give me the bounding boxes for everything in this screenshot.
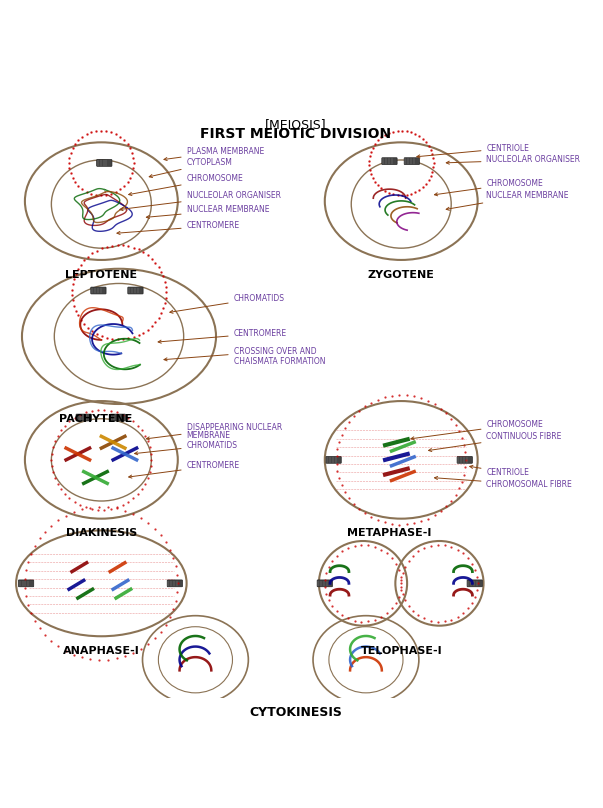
- Text: ANAPHASE-I: ANAPHASE-I: [63, 646, 140, 656]
- FancyBboxPatch shape: [96, 159, 112, 166]
- Text: CYTOKINESIS: CYTOKINESIS: [249, 706, 342, 719]
- FancyBboxPatch shape: [382, 158, 397, 165]
- Text: NUCLEOLAR ORGANISER: NUCLEOLAR ORGANISER: [120, 191, 280, 211]
- Text: CENTROMERE: CENTROMERE: [117, 221, 240, 234]
- FancyBboxPatch shape: [19, 580, 34, 587]
- FancyBboxPatch shape: [91, 287, 106, 294]
- FancyBboxPatch shape: [317, 580, 332, 587]
- Text: CHROMOSOME: CHROMOSOME: [434, 179, 543, 196]
- Text: DIAKINESIS: DIAKINESIS: [66, 528, 137, 538]
- Text: MEMBRANE: MEMBRANE: [186, 431, 230, 440]
- Text: [MEIOSIS]: [MEIOSIS]: [265, 118, 326, 131]
- Text: CHROMOSOME: CHROMOSOME: [128, 175, 244, 196]
- Text: TELOPHASE-I: TELOPHASE-I: [361, 646, 442, 656]
- FancyBboxPatch shape: [457, 457, 472, 463]
- Text: NUCLEAR MEMBRANE: NUCLEAR MEMBRANE: [446, 191, 569, 210]
- Text: CYTOPLASM: CYTOPLASM: [149, 158, 233, 178]
- Text: CHAISMATA FORMATION: CHAISMATA FORMATION: [233, 356, 325, 365]
- Text: CHROMATIDS: CHROMATIDS: [170, 293, 285, 314]
- Text: CENTROMERE: CENTROMERE: [158, 329, 287, 343]
- Text: DISAPPEARING NUCLEAR: DISAPPEARING NUCLEAR: [147, 423, 282, 440]
- Text: PLASMA MEMBRANE: PLASMA MEMBRANE: [164, 147, 264, 161]
- Text: CENTROMERE: CENTROMERE: [128, 461, 240, 478]
- Text: CHROMOSOME: CHROMOSOME: [411, 420, 543, 440]
- Text: ZYGOTENE: ZYGOTENE: [368, 270, 435, 280]
- FancyBboxPatch shape: [76, 415, 91, 421]
- FancyBboxPatch shape: [110, 415, 125, 421]
- Text: CONTINUOUS FIBRE: CONTINUOUS FIBRE: [429, 431, 562, 452]
- FancyBboxPatch shape: [326, 457, 341, 463]
- Text: FIRST MEIOTIC DIVISION: FIRST MEIOTIC DIVISION: [200, 127, 391, 141]
- Text: CHROMATIDS: CHROMATIDS: [134, 440, 238, 455]
- Text: CENTRIOLE: CENTRIOLE: [470, 465, 529, 478]
- FancyBboxPatch shape: [128, 287, 143, 294]
- Text: CROSSING OVER AND: CROSSING OVER AND: [164, 347, 317, 361]
- Text: NUCLEOLAR ORGANISER: NUCLEOLAR ORGANISER: [446, 155, 581, 165]
- Text: CHROMOSOMAL FIBRE: CHROMOSOMAL FIBRE: [435, 477, 572, 489]
- Text: PACHYTENE: PACHYTENE: [58, 414, 132, 423]
- Text: LEPTOTENE: LEPTOTENE: [65, 270, 137, 280]
- Text: METAPHASE-I: METAPHASE-I: [347, 528, 432, 538]
- FancyBboxPatch shape: [467, 580, 482, 587]
- Text: CENTRIOLE: CENTRIOLE: [417, 144, 529, 158]
- Text: NUCLEAR MEMBRANE: NUCLEAR MEMBRANE: [147, 205, 269, 218]
- FancyBboxPatch shape: [404, 158, 420, 165]
- FancyBboxPatch shape: [167, 580, 183, 587]
